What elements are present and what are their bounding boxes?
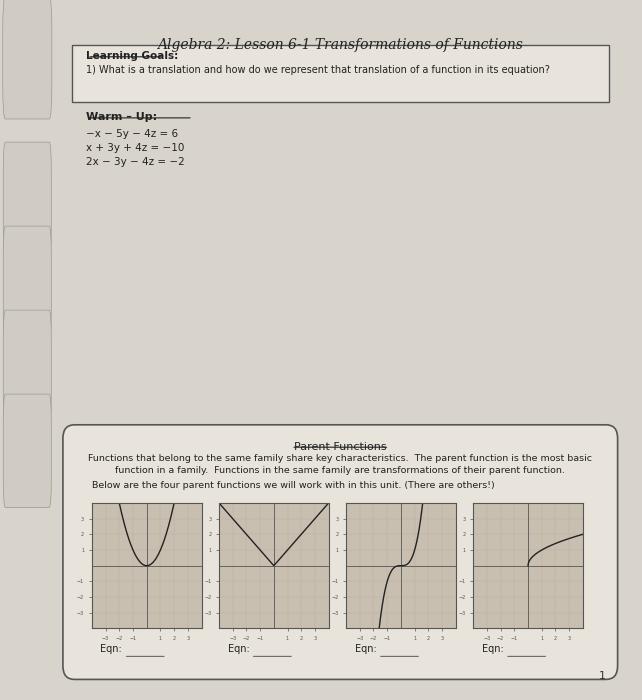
FancyBboxPatch shape	[63, 425, 618, 680]
Text: Parent Functions: Parent Functions	[294, 442, 386, 452]
Text: ←: ←	[22, 51, 33, 64]
Text: Functions that belong to the same family share key characteristics.  The parent : Functions that belong to the same family…	[88, 454, 593, 463]
Text: 1) What is a translation and how do we represent that translation of a function : 1) What is a translation and how do we r…	[86, 65, 550, 75]
Text: Warm – Up:: Warm – Up:	[86, 113, 157, 122]
FancyBboxPatch shape	[3, 226, 51, 340]
FancyBboxPatch shape	[3, 0, 52, 119]
Text: −x − 5y − 4z = 6: −x − 5y − 4z = 6	[86, 130, 178, 139]
FancyBboxPatch shape	[3, 394, 51, 508]
FancyBboxPatch shape	[3, 142, 51, 256]
Text: 1: 1	[24, 275, 30, 285]
FancyBboxPatch shape	[3, 310, 51, 424]
Text: x + 3y + 4z = −10: x + 3y + 4z = −10	[86, 143, 184, 153]
Text: !: !	[25, 191, 30, 201]
Text: Eqn:: Eqn:	[100, 644, 122, 654]
Text: Eqn:: Eqn:	[227, 644, 249, 654]
Text: Learning Goals:: Learning Goals:	[86, 51, 178, 62]
Text: 1: 1	[599, 671, 606, 681]
FancyBboxPatch shape	[71, 45, 609, 102]
Text: q: q	[24, 359, 30, 369]
Text: Below are the four parent functions we will work with in this unit. (There are o: Below are the four parent functions we w…	[92, 481, 494, 490]
Text: Algebra 2: Lesson 6-1 Transformations of Functions: Algebra 2: Lesson 6-1 Transformations of…	[157, 38, 523, 52]
Text: 2x − 3y − 4z = −2: 2x − 3y − 4z = −2	[86, 157, 185, 167]
Text: function in a family.  Functions in the same family are transformations of their: function in a family. Functions in the s…	[116, 466, 565, 475]
Text: Eqn:: Eqn:	[354, 644, 376, 654]
Text: Eqn:: Eqn:	[482, 644, 503, 654]
